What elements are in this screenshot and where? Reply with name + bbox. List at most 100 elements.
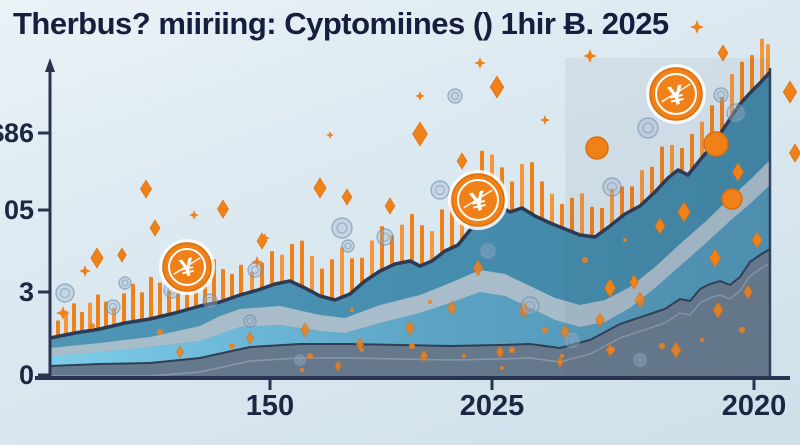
bubble-inner-ring — [121, 279, 129, 287]
crypto-diamond-icon — [90, 247, 104, 269]
crypto-diamond-icon — [789, 143, 800, 163]
bubble-icon — [105, 299, 121, 315]
candle-bar — [270, 251, 274, 294]
coin-scribble — [661, 83, 691, 103]
candle-bar — [330, 259, 334, 308]
crypto-diamond-icon — [456, 152, 468, 170]
crypto-diamond-icon — [495, 345, 505, 359]
bubble-icon — [479, 242, 497, 260]
bubble-inner-ring — [251, 266, 259, 274]
bubble-icon — [243, 314, 257, 328]
coin-symbol: ¥ — [666, 78, 688, 112]
bubble-inner-ring — [380, 232, 390, 242]
bubble-icon — [726, 103, 746, 123]
crypto-diamond-icon — [175, 345, 185, 359]
sparkle-icon — [260, 233, 270, 243]
sparkle-icon — [690, 20, 704, 34]
crypto-diamond-icon — [341, 188, 353, 206]
orange-dot — [409, 343, 415, 349]
candle-bar — [370, 240, 374, 285]
candle-bar — [410, 214, 414, 270]
bubble-inner-ring — [567, 335, 577, 345]
slate-inner-line — [50, 262, 771, 377]
crypto-diamond-icon — [654, 217, 666, 235]
crypto-diamond-icon — [709, 248, 721, 268]
orange-dot — [89, 323, 95, 329]
bubble-icon — [447, 88, 463, 104]
bubble-inner-ring — [525, 301, 535, 311]
candle-bar — [520, 164, 524, 216]
y-axis-arrow — [45, 58, 55, 72]
bubble-inner-ring — [451, 92, 459, 100]
candle-bar — [300, 240, 304, 295]
candle-bar — [420, 225, 424, 274]
x-tick-label: 150 — [246, 390, 294, 422]
coin-icon — [649, 67, 703, 121]
crypto-diamond-icon — [149, 219, 161, 237]
crypto-diamond-icon — [677, 201, 691, 223]
bubble-icon — [331, 217, 353, 239]
crypto-diamond-icon — [489, 75, 505, 99]
orange-dot — [509, 347, 515, 353]
crypto-diamond-icon — [595, 312, 605, 328]
bubble-inner-ring — [607, 182, 617, 192]
crypto-diamond-icon — [634, 291, 646, 309]
sparkle-icon — [189, 210, 199, 220]
crypto-diamond-icon — [717, 44, 729, 62]
crypto-diamond-icon — [447, 300, 457, 316]
y-tick-label: 0 — [19, 360, 34, 390]
orange-dot — [659, 343, 665, 349]
crypto-diamond-icon — [140, 179, 152, 199]
candle-bar — [380, 226, 384, 279]
bubble-inner-ring — [344, 242, 352, 250]
sparkle-icon — [583, 49, 597, 63]
sparkle-icon — [540, 115, 550, 125]
candle-bar — [340, 247, 344, 306]
bubble-inner-ring — [717, 91, 725, 99]
bubble-inner-ring — [336, 222, 348, 234]
y-tick-label: $86 — [0, 118, 34, 148]
orange-coin-dot — [721, 188, 743, 210]
crypto-diamond-icon — [751, 231, 763, 249]
sparkle-icon — [79, 265, 91, 277]
bubble-icon — [293, 353, 307, 367]
crypto-diamond-icon — [300, 322, 310, 338]
bubble-inner-ring — [435, 185, 445, 195]
candle-bar — [540, 181, 544, 228]
orange-dot — [360, 348, 364, 352]
bubble-inner-ring — [296, 356, 304, 364]
orange-dot — [307, 353, 313, 359]
orange-dot — [500, 366, 504, 370]
candle-bar — [580, 193, 584, 244]
bubble-inner-ring — [731, 108, 741, 118]
bubble-icon — [118, 276, 132, 290]
x-tick-label: 2025 — [460, 390, 525, 422]
orange-dot — [229, 343, 235, 349]
chart-title: Therbus? miiriing: Cyptomiines () 1hir Ƀ… — [13, 6, 669, 41]
candle-bar — [158, 282, 162, 325]
orange-dot — [739, 327, 745, 333]
sparkle-icon — [251, 256, 263, 268]
sparkle-icon — [326, 131, 334, 139]
bubble-inner-ring — [206, 297, 214, 305]
bubble-icon — [632, 352, 648, 368]
candle-bar — [760, 38, 764, 89]
coin-icon — [162, 242, 212, 292]
crypto-diamond-icon — [217, 199, 229, 219]
bubble-inner-ring — [109, 303, 117, 311]
crypto-diamond-icon — [412, 121, 428, 147]
area-gray-band — [50, 160, 770, 356]
bubble-inner-ring — [60, 288, 70, 298]
coin-ring — [168, 248, 206, 286]
y-tick-label: 05 — [4, 195, 34, 225]
orange-dot — [560, 354, 564, 358]
crypto-diamond-icon — [604, 278, 616, 298]
crypto-diamond-icon — [556, 356, 564, 368]
orange-dot — [428, 300, 432, 304]
orange-coin-dot — [585, 136, 609, 160]
candle-bar — [310, 255, 314, 300]
candle-bar — [400, 224, 404, 271]
crypto-diamond-icon — [405, 320, 415, 336]
